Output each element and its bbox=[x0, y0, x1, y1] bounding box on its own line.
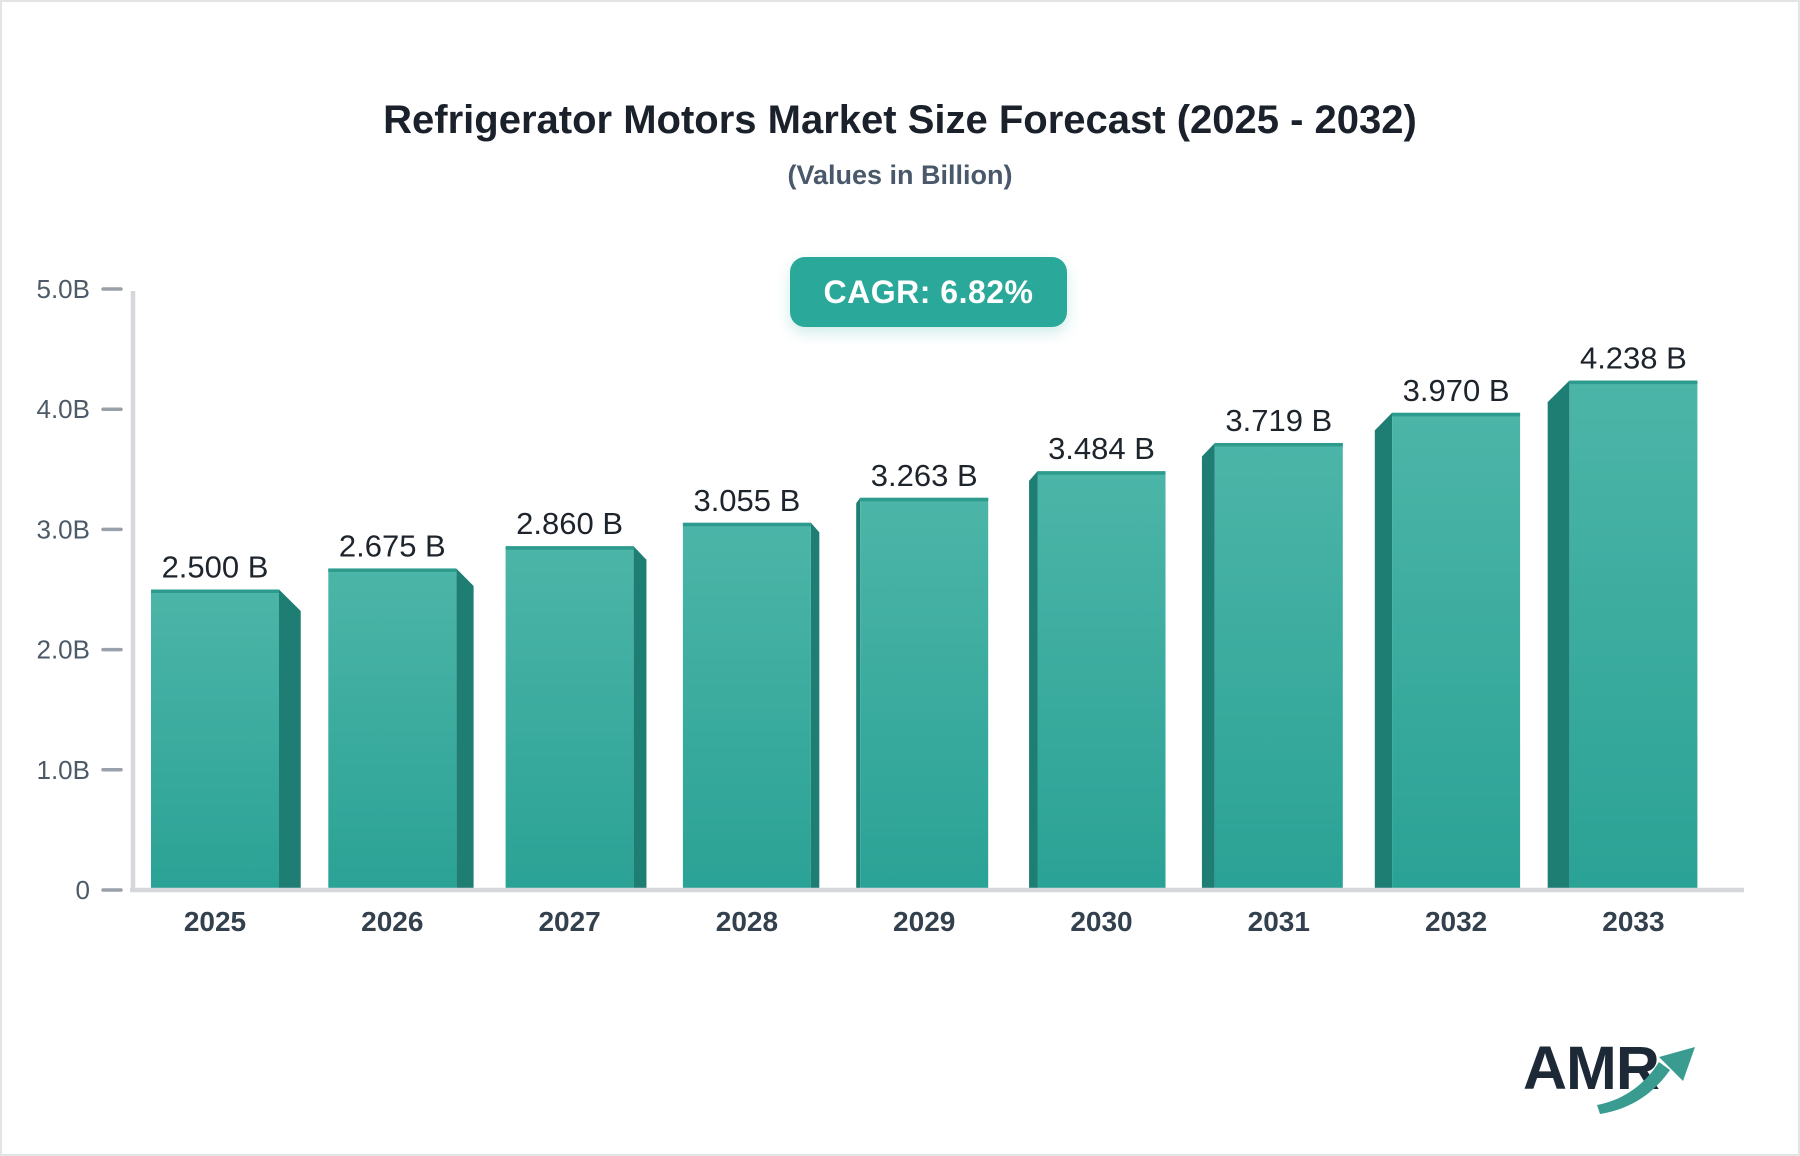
x-axis-label: 2032 bbox=[1425, 906, 1487, 937]
y-tick-label: 0 bbox=[76, 875, 90, 905]
chart-overlay: 2025 2026 2027 2028 2029 2030 2031 2032 2033 bbox=[130, 887, 1744, 937]
bar-front-face bbox=[682, 522, 811, 890]
x-axis-label: 2028 bbox=[716, 906, 778, 937]
bar-2028[interactable]: 3.055 B bbox=[682, 483, 820, 890]
bar-top-edge bbox=[1569, 380, 1698, 385]
bar-top-edge bbox=[682, 522, 811, 527]
growth-arrow-icon bbox=[1597, 1047, 1695, 1114]
cagr-badge: CAGR: 6.82% bbox=[790, 257, 1067, 327]
bar-2031[interactable]: 3.719 B bbox=[1201, 403, 1343, 890]
page-title: Refrigerator Motors Market Size Forecast… bbox=[383, 98, 1417, 142]
bar-value-label: 2.860 B bbox=[516, 506, 623, 541]
y-tick-label: 2.0B bbox=[37, 635, 91, 665]
bar-side-face bbox=[1029, 471, 1038, 889]
bar-front-face bbox=[1392, 412, 1521, 890]
y-tick-label: 1.0B bbox=[37, 755, 91, 785]
bar-value-label: 2.675 B bbox=[339, 528, 446, 563]
y-tick-label: 5.0B bbox=[37, 274, 91, 304]
amr-logo: AMR bbox=[1523, 1034, 1695, 1114]
bar-top-edge bbox=[151, 589, 279, 593]
bar-value-label: 3.719 B bbox=[1225, 403, 1332, 438]
bar-front-face bbox=[151, 589, 279, 890]
bar-front-face bbox=[1569, 380, 1698, 890]
bar-front-face bbox=[1037, 471, 1166, 890]
bar-value-label: 3.484 B bbox=[1048, 431, 1155, 466]
cagr-badge-label: CAGR: 6.82% bbox=[823, 273, 1034, 310]
bar-2030[interactable]: 3.484 B bbox=[1029, 431, 1166, 890]
bar-value-label: 2.500 B bbox=[162, 550, 269, 585]
bar-value-label: 3.055 B bbox=[693, 483, 800, 518]
bar-side-face bbox=[633, 546, 647, 889]
bar-value-label: 3.970 B bbox=[1403, 373, 1510, 408]
bar-front-face bbox=[328, 568, 457, 890]
bar-side-face bbox=[1374, 412, 1393, 889]
bar-top-edge bbox=[1214, 442, 1343, 447]
bar-2027[interactable]: 2.860 B bbox=[505, 506, 647, 890]
page-subtitle: (Values in Billion) bbox=[787, 160, 1013, 190]
x-axis-label: 2026 bbox=[361, 906, 423, 937]
x-axis-label: 2031 bbox=[1248, 906, 1310, 937]
bar-top-edge bbox=[1037, 471, 1166, 475]
bar-top-edge bbox=[328, 568, 457, 572]
bar-top-edge bbox=[1392, 412, 1521, 417]
bar-2032[interactable]: 3.970 B bbox=[1374, 373, 1521, 890]
bar-top-edge bbox=[860, 497, 989, 502]
x-axis-label: 2025 bbox=[184, 906, 246, 937]
bar-side-face bbox=[279, 589, 301, 889]
bar-side-face bbox=[856, 497, 861, 889]
bar-2029[interactable]: 3.263 B bbox=[856, 458, 989, 890]
bar-front-face bbox=[505, 546, 634, 890]
bar-top-edge bbox=[505, 546, 634, 550]
x-axis-label: 2033 bbox=[1602, 906, 1664, 937]
bar-side-face bbox=[1547, 380, 1570, 889]
bar-value-label: 3.263 B bbox=[871, 458, 978, 493]
bar-2033[interactable]: 4.238 B bbox=[1547, 341, 1698, 890]
bar-side-face bbox=[1201, 442, 1215, 889]
bar-value-label: 4.238 B bbox=[1580, 341, 1687, 376]
x-axis-label: 2029 bbox=[893, 906, 955, 937]
bar-front-face bbox=[1214, 442, 1343, 890]
chart-bars: 2.500 B 2.675 B 2.860 B 3.055 B 3.263 B 3.484… bbox=[151, 341, 1698, 891]
bar-2026[interactable]: 2.675 B bbox=[328, 528, 474, 890]
bar-side-face bbox=[810, 522, 820, 889]
bar-front-face bbox=[860, 497, 989, 890]
y-tick-label: 3.0B bbox=[37, 514, 91, 544]
bar-side-face bbox=[456, 568, 474, 889]
chart-axes: 0 1.0B 2.0B 3.0B 4.0B 5.0B bbox=[37, 274, 136, 905]
bar-2025[interactable]: 2.500 B bbox=[151, 550, 301, 891]
y-tick-label: 4.0B bbox=[37, 394, 91, 424]
x-axis-label: 2030 bbox=[1070, 906, 1132, 937]
x-axis-label: 2027 bbox=[538, 906, 600, 937]
